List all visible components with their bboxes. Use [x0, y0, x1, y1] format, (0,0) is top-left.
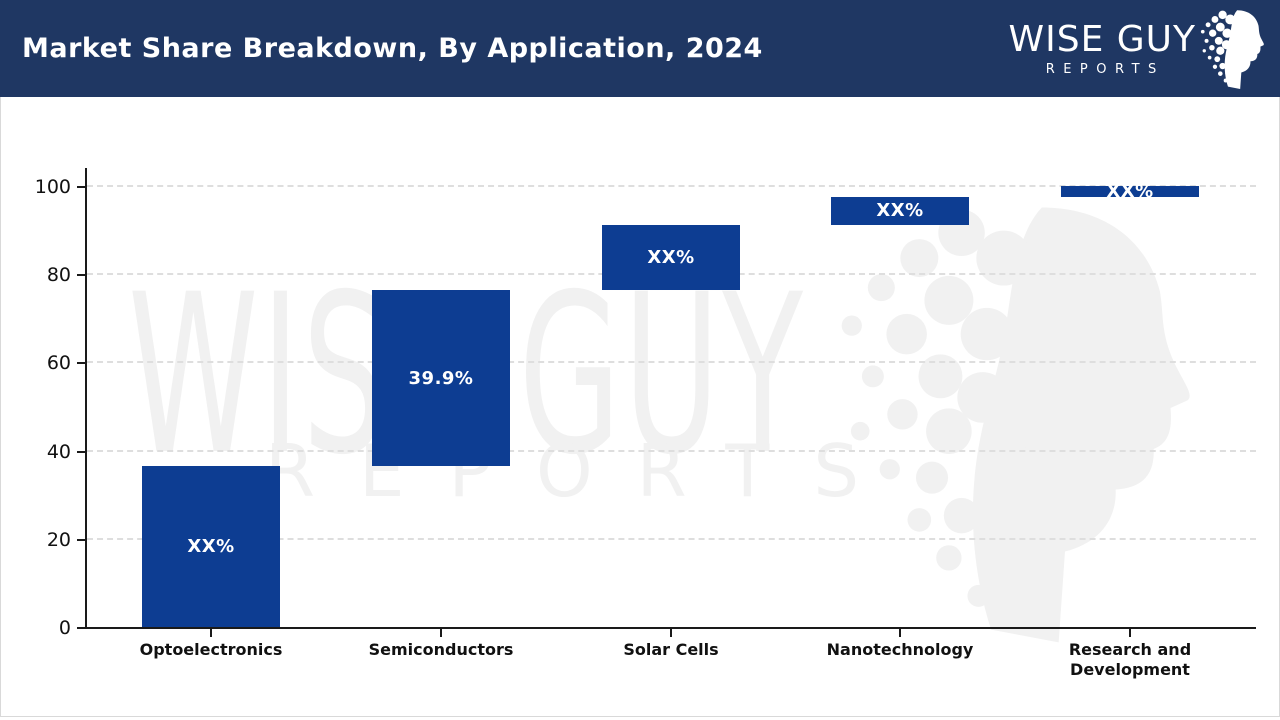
x-tickmark-semiconductors: [440, 629, 442, 637]
brand-wordmark: WISE GUY: [1008, 19, 1196, 60]
brand-reports-label: REPORTS: [1045, 61, 1165, 77]
bar-semiconductors: [372, 290, 510, 467]
y-tick-label-20: 20: [46, 528, 71, 551]
gridline-100: [87, 185, 1256, 187]
bar-optoelectronics: [142, 466, 280, 627]
y-tick-label-0: 0: [58, 617, 71, 639]
bar-label-nanotechnology: XX%: [876, 200, 924, 222]
bar-label-solar-cells: XX%: [647, 246, 695, 268]
brand-head-icon: [1200, 10, 1264, 89]
bar-label-semiconductors: 39.9%: [408, 367, 474, 389]
x-tickmark-nanotechnology: [899, 629, 901, 637]
y-tick-label-60: 60: [46, 352, 71, 375]
brand-logo: WISE GUY REPORTS: [1006, 6, 1268, 92]
brand-text: WISE GUY REPORTS: [1009, 20, 1197, 77]
y-tick-label-80: 80: [46, 264, 71, 287]
x-axis-line: [85, 627, 1256, 629]
category-label-solar-cells: Solar Cells: [623, 640, 719, 659]
bar-label-optoelectronics: XX%: [187, 536, 235, 557]
category-label-optoelectronics: Optoelectronics: [139, 640, 283, 659]
watermark-reports-label: REPORTS: [265, 429, 904, 513]
header-bar: Market Share Breakdown, By Application, …: [0, 0, 1280, 97]
page-title: Market Share Breakdown, By Application, …: [22, 33, 763, 64]
bar-solar-cells: [602, 224, 740, 291]
bar-label-research-and-development: XX%: [1106, 181, 1154, 203]
category-label-semiconductors: Semiconductors: [368, 640, 514, 659]
y-tickmark-0: [77, 627, 85, 629]
y-tickmark-60: [77, 362, 85, 365]
gridline-20: [87, 537, 1256, 540]
gridline-60: [87, 361, 1256, 364]
category-label-research-and-development: Research and Development: [1068, 640, 1192, 679]
y-tick-label-100: 100: [34, 176, 71, 198]
watermark-head-icon: [841, 207, 1190, 643]
y-tickmark-20: [77, 538, 85, 541]
y-tickmark-80: [77, 274, 85, 277]
gridline-40: [87, 449, 1256, 452]
x-tickmark-optoelectronics: [210, 629, 212, 637]
category-label-nanotechnology: Nanotechnology: [826, 640, 974, 659]
x-tickmark-solar-cells: [670, 629, 672, 637]
y-tickmark-40: [77, 450, 85, 453]
x-tickmark-research-and-development: [1129, 629, 1131, 637]
bar-research-and-development: [1061, 186, 1199, 198]
y-tick-label-40: 40: [46, 440, 71, 463]
y-tickmark-100: [77, 186, 85, 188]
bar-nanotechnology: [831, 197, 969, 225]
y-axis-line: [85, 168, 87, 629]
